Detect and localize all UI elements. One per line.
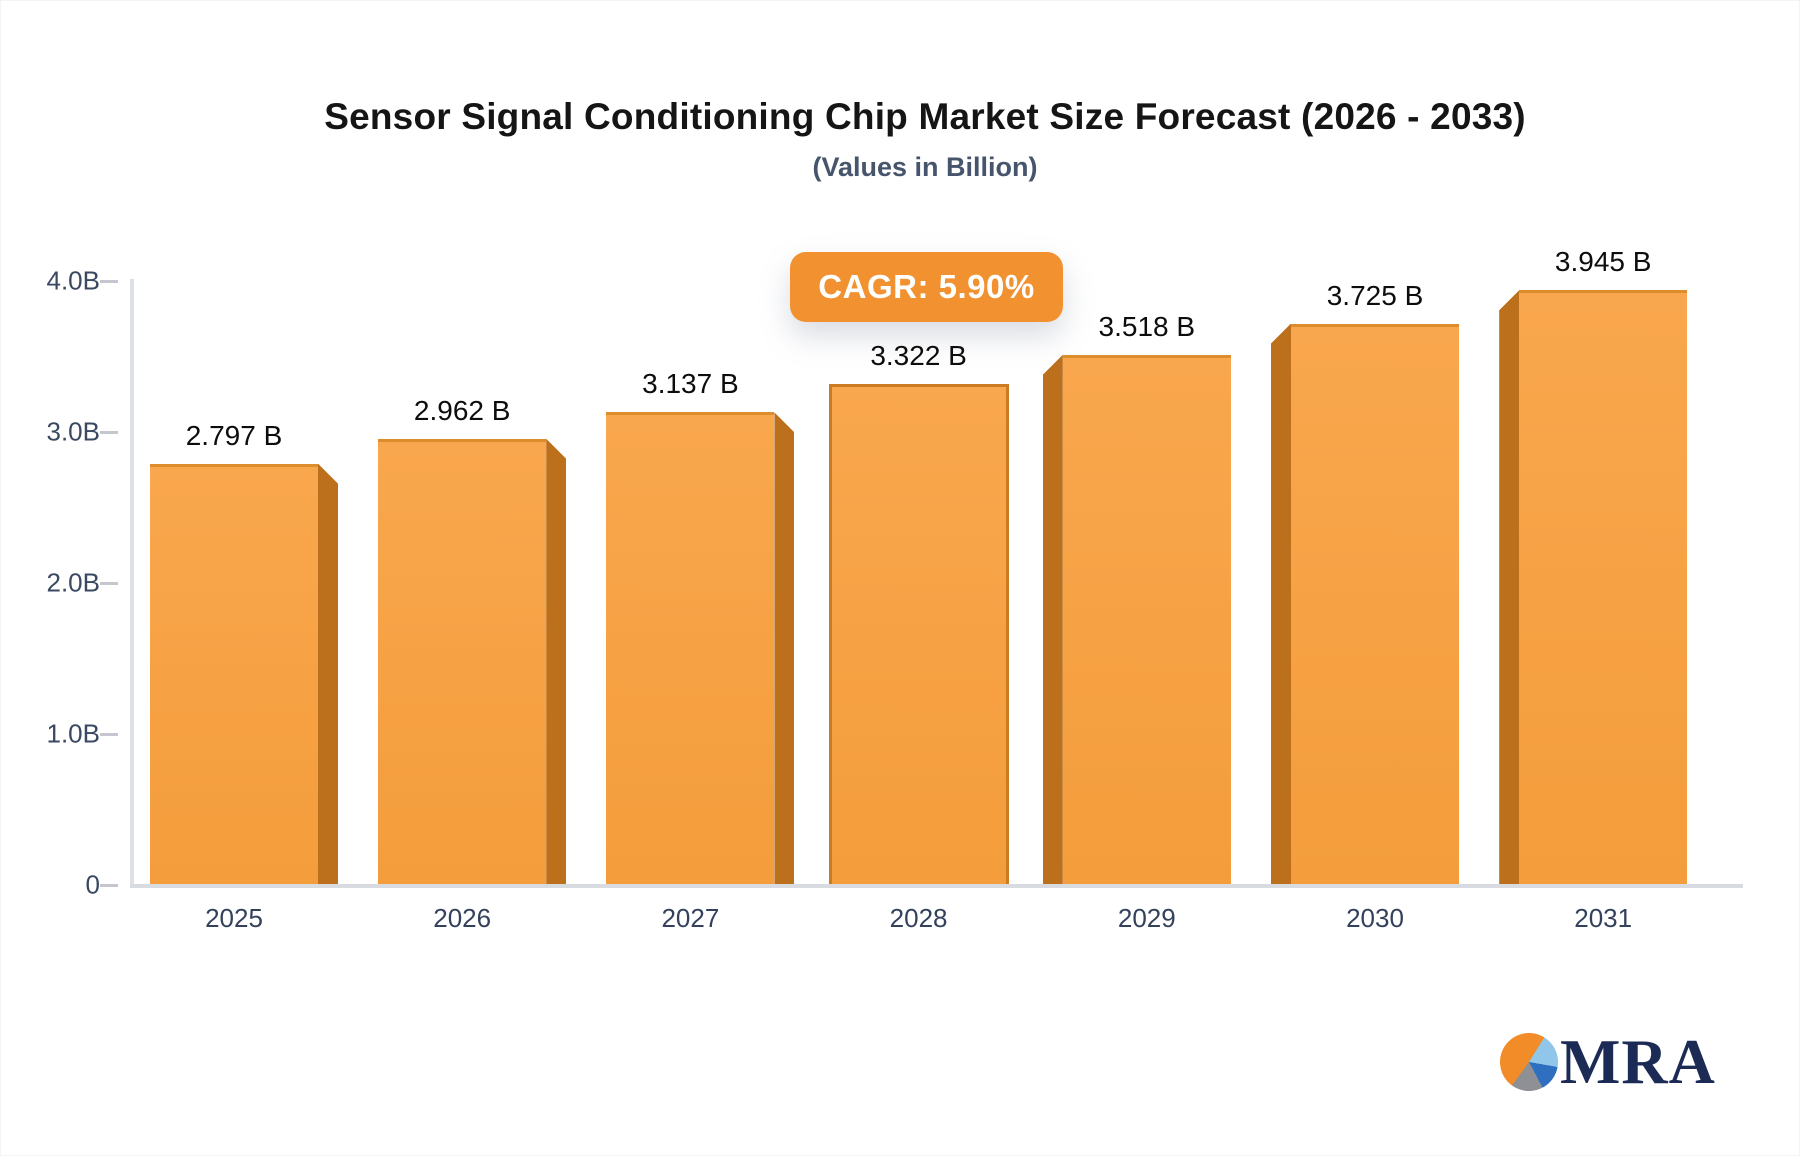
x-axis-label: 2025	[205, 903, 263, 933]
bar-2029	[1062, 354, 1231, 886]
bar-side-face	[546, 438, 567, 886]
y-axis-tick-mark	[100, 431, 118, 434]
chart-subtitle: (Values in Billion)	[812, 152, 1038, 182]
chart-title: Sensor Signal Conditioning Chip Market S…	[324, 96, 1526, 137]
bar-2031	[1519, 290, 1688, 886]
bar-side-face	[1499, 290, 1520, 886]
y-axis-tick-label: 0	[85, 869, 100, 900]
bar-side-face	[1042, 354, 1063, 886]
bar-value-label: 3.518 B	[1098, 310, 1196, 342]
y-axis-tick-label: 1.0B	[46, 718, 101, 749]
bar-2030	[1291, 323, 1459, 886]
bar-2025	[150, 463, 318, 886]
brand-logo-text: MRA	[1560, 1026, 1716, 1097]
cagr-badge-label: CAGR: 5.90%	[818, 268, 1035, 305]
x-axis-label: 2031	[1574, 903, 1633, 933]
brand-logo: MRA	[1500, 1030, 1716, 1094]
x-axis-label: 2026	[433, 903, 492, 933]
x-axis-label: 2030	[1346, 903, 1404, 933]
bar-side-face	[774, 412, 795, 886]
y-axis-tick-label: 3.0B	[46, 416, 101, 447]
bar-value-label: 3.322 B	[870, 340, 967, 372]
bar-value-label: 2.962 B	[413, 394, 511, 426]
bar-side-face	[318, 463, 338, 886]
y-axis-tick-label: 2.0B	[46, 567, 101, 598]
cagr-badge: CAGR: 5.90%	[790, 252, 1063, 322]
y-axis-tick-mark	[100, 884, 118, 887]
bar-2028	[828, 384, 1009, 886]
y-axis-line	[130, 279, 134, 886]
bar-side-face	[1271, 323, 1291, 886]
y-axis-tick-mark	[100, 280, 118, 283]
bar-2026	[378, 438, 547, 886]
x-axis-label: 2028	[889, 903, 948, 933]
y-axis-tick-mark	[100, 582, 118, 585]
x-axis-line	[130, 884, 1743, 888]
x-axis-label: 2027	[661, 903, 720, 933]
bar-value-label: 2.797 B	[185, 419, 283, 451]
bar-value-label: 3.945 B	[1554, 246, 1652, 278]
y-axis-tick-mark	[100, 733, 118, 736]
pie-chart-icon	[1500, 1033, 1558, 1091]
bar-value-label: 3.725 B	[1326, 279, 1424, 311]
x-axis-label: 2029	[1117, 903, 1176, 933]
y-axis-tick-label: 4.0B	[46, 265, 101, 296]
bar-2027	[606, 412, 775, 886]
bar-value-label: 3.137 B	[642, 368, 739, 400]
